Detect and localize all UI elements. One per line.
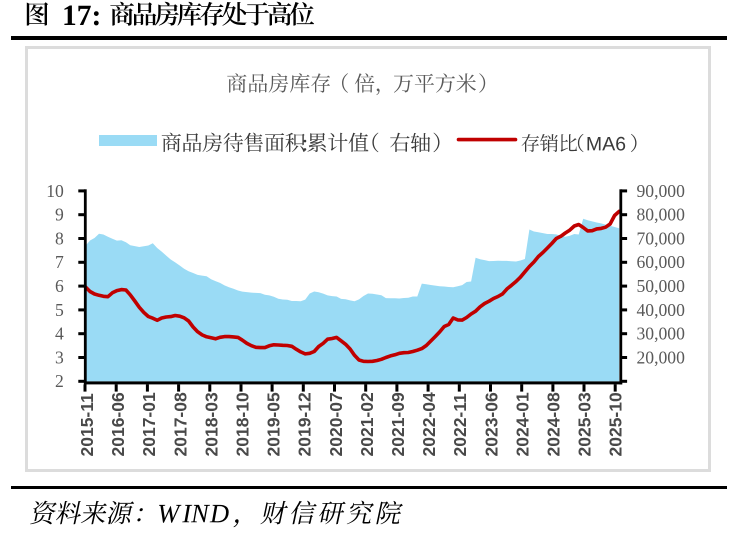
svg-text:7: 7	[55, 252, 64, 272]
svg-text:2018-03: 2018-03	[201, 392, 221, 456]
svg-text:80,000: 80,000	[637, 205, 686, 225]
svg-text:60,000: 60,000	[637, 252, 686, 272]
svg-text:9: 9	[55, 205, 64, 225]
svg-text:4: 4	[55, 324, 64, 344]
svg-text:2024-01: 2024-01	[512, 392, 532, 456]
svg-text:8: 8	[55, 228, 64, 248]
svg-text:50,000: 50,000	[637, 276, 686, 296]
svg-text:2020-07: 2020-07	[326, 392, 346, 456]
svg-text:20,000: 20,000	[637, 347, 686, 367]
svg-text:90,000: 90,000	[637, 181, 686, 201]
svg-text:2022-04: 2022-04	[419, 392, 439, 456]
svg-text:2024-08: 2024-08	[544, 392, 564, 456]
svg-text:5: 5	[55, 300, 64, 320]
svg-text:3: 3	[55, 347, 64, 367]
svg-text:2015-11: 2015-11	[77, 393, 97, 457]
svg-text:2021-09: 2021-09	[388, 392, 408, 456]
svg-text:2025-03: 2025-03	[575, 392, 595, 456]
svg-text:6: 6	[55, 276, 64, 296]
svg-text:2: 2	[55, 371, 64, 391]
svg-text:2025-10: 2025-10	[606, 392, 626, 456]
svg-text:2019-12: 2019-12	[295, 392, 315, 456]
svg-text:2023-06: 2023-06	[481, 392, 501, 456]
svg-text:2019-05: 2019-05	[264, 392, 284, 456]
svg-text:70,000: 70,000	[637, 228, 686, 248]
svg-text:2016-06: 2016-06	[108, 392, 128, 456]
svg-text:2017-08: 2017-08	[170, 392, 190, 456]
svg-text:2017-01: 2017-01	[139, 392, 159, 456]
svg-text:2018-10: 2018-10	[233, 392, 253, 456]
svg-text:2022-11: 2022-11	[450, 393, 470, 457]
svg-text:40,000: 40,000	[637, 300, 686, 320]
svg-text:30,000: 30,000	[637, 324, 686, 344]
svg-text:2021-02: 2021-02	[357, 392, 377, 456]
svg-text:10: 10	[46, 181, 64, 201]
